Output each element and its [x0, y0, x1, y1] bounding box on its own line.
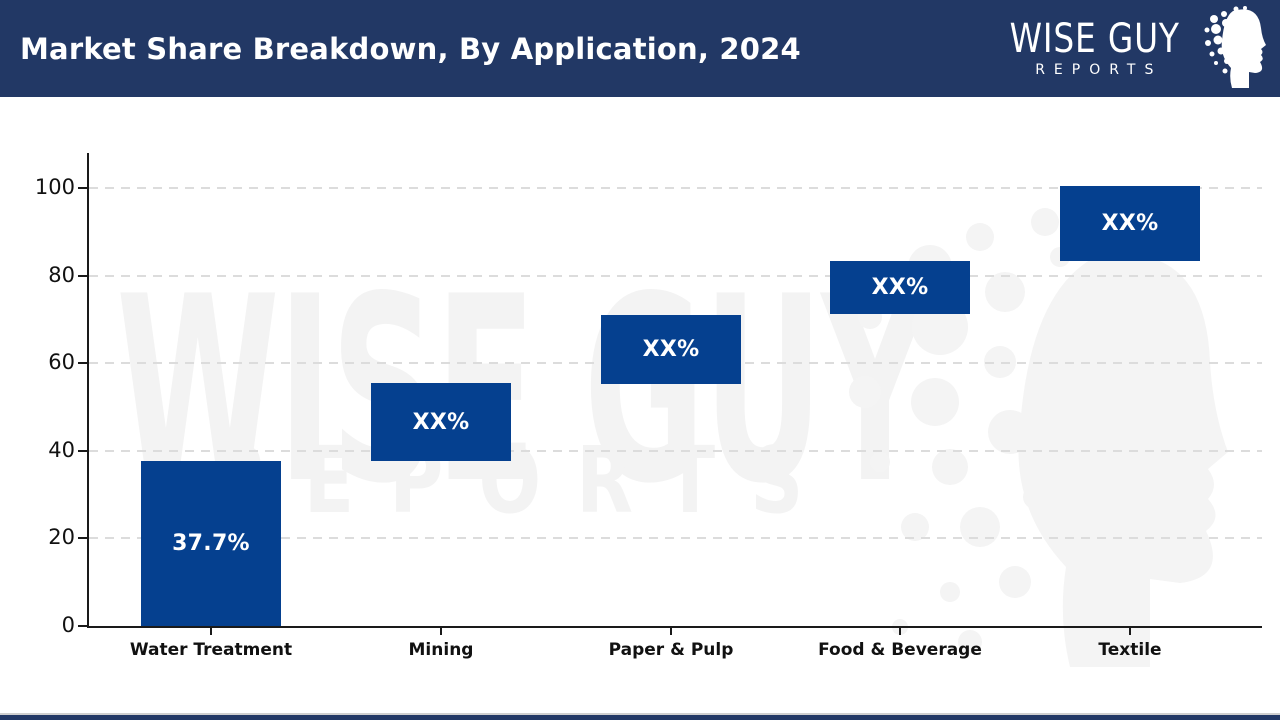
x-tick-mark: [210, 628, 212, 635]
y-tick-label: 80: [48, 262, 75, 287]
gridline: [89, 274, 1262, 277]
header-bar: Market Share Breakdown, By Application, …: [0, 0, 1280, 97]
y-tick-mark: [78, 625, 87, 627]
bar-value-label: 37.7%: [172, 530, 250, 556]
x-tick-label: Textile: [1098, 640, 1162, 660]
logo-text: WISE GUY REPORTS: [991, 19, 1198, 78]
bar-value-label: XX%: [1101, 210, 1159, 236]
bar: 37.7%: [141, 460, 281, 626]
y-tick-label: 0: [61, 613, 75, 637]
watermark-head-icon: [849, 208, 1228, 667]
logo-wordmark: WISE GUY: [1009, 15, 1180, 62]
footer-divider: [0, 713, 1280, 715]
logo-subtitle: REPORTS: [1035, 61, 1163, 78]
bar-value-label: XX%: [642, 336, 700, 362]
x-tick-mark: [440, 628, 442, 635]
y-tick-mark: [78, 187, 87, 190]
x-tick-label: Paper & Pulp: [608, 640, 734, 660]
wise-guy-logo: WISE GUY REPORTS: [991, 6, 1270, 90]
x-tick-mark: [670, 628, 672, 635]
bar: XX%: [1060, 185, 1200, 261]
x-axis-line: [87, 626, 1262, 628]
x-tick-label: Mining: [408, 640, 474, 660]
chart-area: WISE GUY REPORTS 0 20 40 60 80 100 37.7% Water …: [0, 97, 1280, 713]
y-tick-label: 40: [48, 437, 75, 462]
bar: XX%: [830, 260, 970, 315]
bar: XX%: [601, 314, 741, 384]
y-tick-mark: [78, 537, 87, 540]
x-tick-label: Water Treatment: [129, 640, 293, 660]
y-tick-mark: [78, 362, 87, 365]
page-title: Market Share Breakdown, By Application, …: [20, 31, 801, 66]
gridline: [89, 187, 1262, 190]
watermark-subtitle: REPORTS: [212, 427, 839, 534]
gridline: [89, 537, 1262, 540]
gridline: [89, 449, 1262, 452]
y-tick-label: 20: [48, 525, 75, 550]
footer-bar: [0, 715, 1280, 720]
bar-value-label: XX%: [412, 409, 470, 435]
bar: XX%: [371, 383, 511, 461]
bar-value-label: XX%: [871, 275, 929, 301]
dotted-head-icon: [1204, 6, 1266, 88]
x-tick-mark: [899, 628, 901, 635]
y-tick-mark: [78, 274, 87, 277]
y-axis-line: [87, 153, 89, 628]
x-tick-label: Food & Beverage: [818, 640, 982, 660]
y-tick-label: 60: [48, 350, 75, 375]
x-tick-mark: [1129, 628, 1131, 635]
y-tick-mark: [78, 449, 87, 452]
y-tick-label: 100: [34, 175, 75, 200]
